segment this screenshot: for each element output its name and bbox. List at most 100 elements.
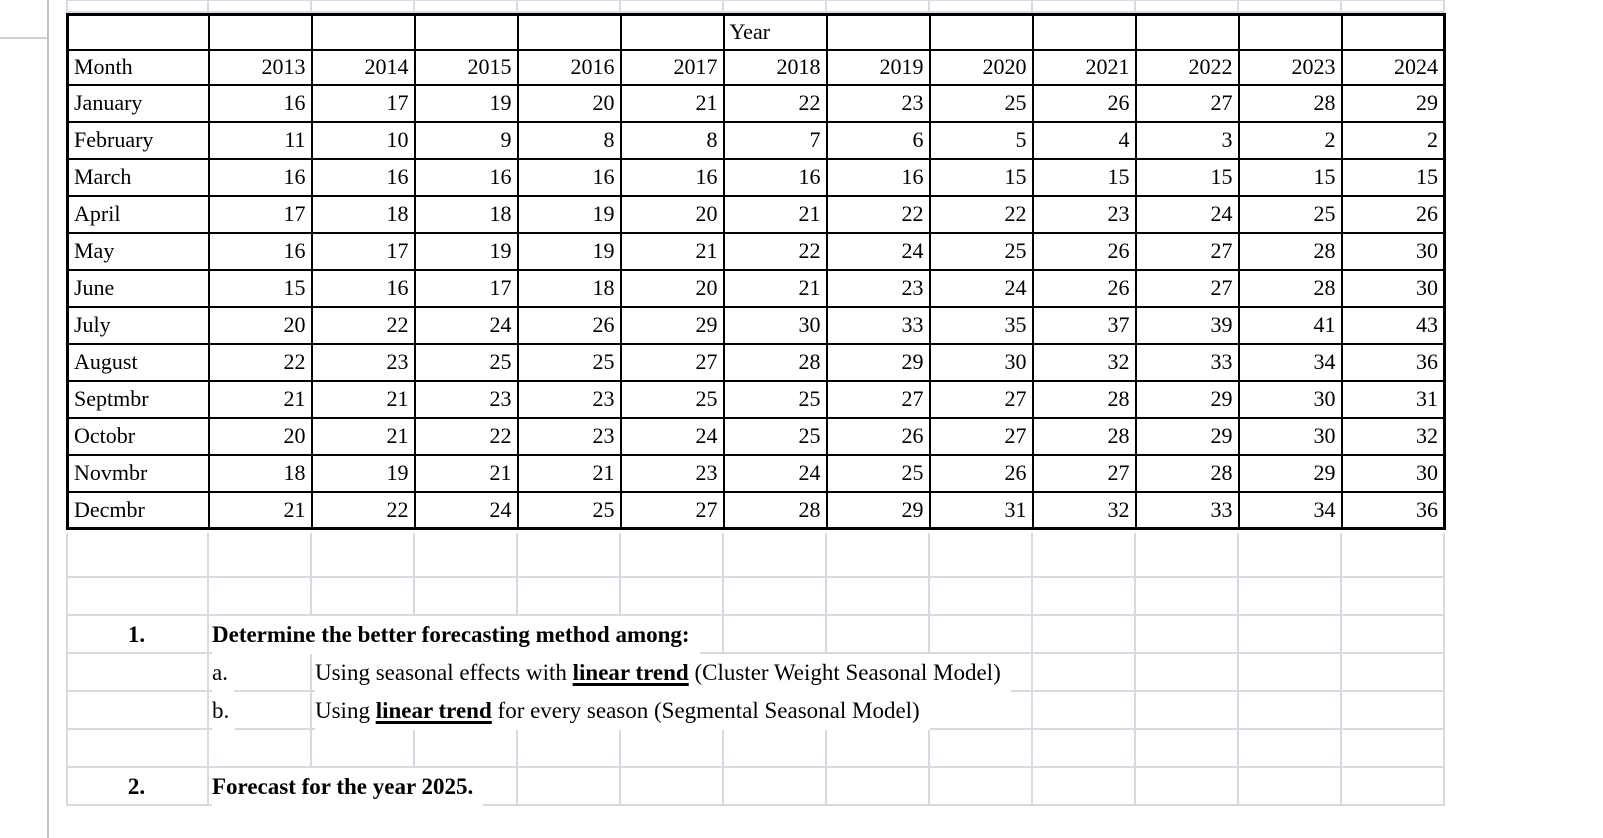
table-cell[interactable]: 25 bbox=[825, 453, 931, 493]
sheet-cell[interactable] bbox=[209, 1, 312, 11]
sheet-cell[interactable] bbox=[827, 768, 930, 806]
table-cell[interactable]: 27 bbox=[619, 342, 725, 382]
sheet-cell[interactable] bbox=[930, 730, 1033, 768]
table-cell[interactable]: 24 bbox=[825, 231, 931, 271]
table-cell[interactable]: 34 bbox=[1237, 490, 1343, 530]
sheet-cell[interactable] bbox=[1136, 1, 1239, 11]
table-cell[interactable]: 2 bbox=[1237, 120, 1343, 160]
table-cell[interactable]: 23 bbox=[516, 379, 622, 419]
table-cell[interactable]: 27 bbox=[1134, 231, 1240, 271]
table-cell[interactable] bbox=[825, 13, 931, 51]
table-cell[interactable]: 25 bbox=[619, 379, 725, 419]
table-cell[interactable]: 22 bbox=[310, 305, 416, 345]
table-cell[interactable]: 15 bbox=[928, 157, 1034, 197]
table-cell[interactable]: 20 bbox=[516, 83, 622, 123]
table-cell[interactable]: 18 bbox=[413, 194, 519, 234]
table-cell[interactable]: 19 bbox=[516, 194, 622, 234]
sheet-cell[interactable] bbox=[930, 692, 1033, 730]
table-cell[interactable]: 7 bbox=[722, 120, 828, 160]
sheet-cell[interactable] bbox=[518, 1, 621, 11]
table-cell[interactable]: 19 bbox=[413, 83, 519, 123]
question-1a-text[interactable]: Using seasonal effects with linear trend… bbox=[315, 654, 1011, 692]
table-cell[interactable]: 23 bbox=[825, 268, 931, 308]
sheet-cell[interactable] bbox=[930, 1, 1033, 11]
table-cell[interactable]: 27 bbox=[928, 416, 1034, 456]
table-cell[interactable]: 28 bbox=[722, 490, 828, 530]
table-cell[interactable]: 30 bbox=[722, 305, 828, 345]
table-cell[interactable]: 21 bbox=[207, 379, 313, 419]
table-cell[interactable]: 29 bbox=[1237, 453, 1343, 493]
table-cell[interactable]: 32 bbox=[1031, 490, 1137, 530]
table-cell[interactable]: 28 bbox=[722, 342, 828, 382]
sheet-cell[interactable] bbox=[68, 578, 209, 616]
table-cell[interactable]: 2015 bbox=[413, 48, 519, 86]
table-cell[interactable]: 25 bbox=[1237, 194, 1343, 234]
table-cell[interactable]: 29 bbox=[1134, 416, 1240, 456]
table-cell[interactable]: 15 bbox=[1237, 157, 1343, 197]
sheet-cell[interactable] bbox=[1136, 616, 1239, 654]
table-cell[interactable]: Septmbr bbox=[66, 379, 210, 419]
table-cell[interactable]: 20 bbox=[207, 416, 313, 456]
sheet-cell[interactable] bbox=[68, 533, 209, 578]
table-cell[interactable]: 16 bbox=[310, 157, 416, 197]
table-cell[interactable]: 26 bbox=[1031, 231, 1137, 271]
table-cell[interactable]: 22 bbox=[413, 416, 519, 456]
table-cell[interactable]: 31 bbox=[1340, 379, 1446, 419]
table-cell[interactable] bbox=[619, 13, 725, 51]
table-cell[interactable]: 6 bbox=[825, 120, 931, 160]
sheet-cell[interactable] bbox=[1136, 768, 1239, 806]
sheet-cell[interactable] bbox=[621, 533, 724, 578]
sheet-cell[interactable] bbox=[1342, 730, 1445, 768]
table-cell[interactable]: Octobr bbox=[66, 416, 210, 456]
sheet-cell[interactable] bbox=[1239, 730, 1342, 768]
sheet-cell[interactable] bbox=[1239, 768, 1342, 806]
table-cell[interactable]: 26 bbox=[928, 453, 1034, 493]
table-cell[interactable]: 22 bbox=[928, 194, 1034, 234]
sheet-cell[interactable] bbox=[209, 533, 312, 578]
table-cell[interactable]: 28 bbox=[1237, 83, 1343, 123]
table-cell[interactable]: 2020 bbox=[928, 48, 1034, 86]
sheet-cell[interactable] bbox=[1033, 533, 1136, 578]
table-cell[interactable]: 23 bbox=[1031, 194, 1137, 234]
table-cell[interactable]: 15 bbox=[1340, 157, 1446, 197]
sheet-cell[interactable] bbox=[930, 578, 1033, 616]
table-cell[interactable]: 15 bbox=[1031, 157, 1137, 197]
table-cell[interactable]: 2019 bbox=[825, 48, 931, 86]
sheet-cell[interactable] bbox=[518, 533, 621, 578]
sheet-cell[interactable] bbox=[1033, 616, 1136, 654]
table-cell[interactable]: 21 bbox=[516, 453, 622, 493]
sheet-cell[interactable] bbox=[312, 578, 415, 616]
table-cell[interactable]: 23 bbox=[516, 416, 622, 456]
table-cell[interactable]: 31 bbox=[928, 490, 1034, 530]
sheet-cell[interactable] bbox=[724, 768, 827, 806]
sheet-cell[interactable] bbox=[209, 578, 312, 616]
table-cell[interactable]: 17 bbox=[310, 231, 416, 271]
table-cell[interactable]: 23 bbox=[413, 379, 519, 419]
table-cell[interactable] bbox=[207, 13, 313, 51]
table-cell[interactable]: 29 bbox=[1340, 83, 1446, 123]
table-cell[interactable]: 8 bbox=[516, 120, 622, 160]
table-cell[interactable]: 30 bbox=[1237, 379, 1343, 419]
table-cell[interactable] bbox=[66, 13, 210, 51]
table-cell[interactable]: April bbox=[66, 194, 210, 234]
sheet-cell[interactable] bbox=[415, 533, 518, 578]
sheet-cell[interactable] bbox=[724, 578, 827, 616]
table-cell[interactable]: 24 bbox=[413, 305, 519, 345]
table-cell[interactable]: 2017 bbox=[619, 48, 725, 86]
table-cell[interactable]: 22 bbox=[207, 342, 313, 382]
table-cell[interactable]: 2018 bbox=[722, 48, 828, 86]
table-cell[interactable]: 16 bbox=[207, 231, 313, 271]
table-cell[interactable]: 33 bbox=[1134, 342, 1240, 382]
table-cell[interactable] bbox=[310, 13, 416, 51]
table-cell[interactable]: 34 bbox=[1237, 342, 1343, 382]
sheet-cell[interactable] bbox=[827, 1, 930, 11]
sheet-cell[interactable] bbox=[68, 768, 209, 806]
table-cell[interactable]: 27 bbox=[1031, 453, 1137, 493]
table-cell[interactable]: 9 bbox=[413, 120, 519, 160]
table-cell[interactable]: 20 bbox=[619, 194, 725, 234]
question-1-number[interactable]: 1. bbox=[127, 622, 146, 647]
table-cell[interactable] bbox=[1340, 13, 1446, 51]
sheet-cell[interactable] bbox=[312, 533, 415, 578]
sheet-cell[interactable] bbox=[518, 768, 621, 806]
table-cell[interactable]: 25 bbox=[722, 379, 828, 419]
